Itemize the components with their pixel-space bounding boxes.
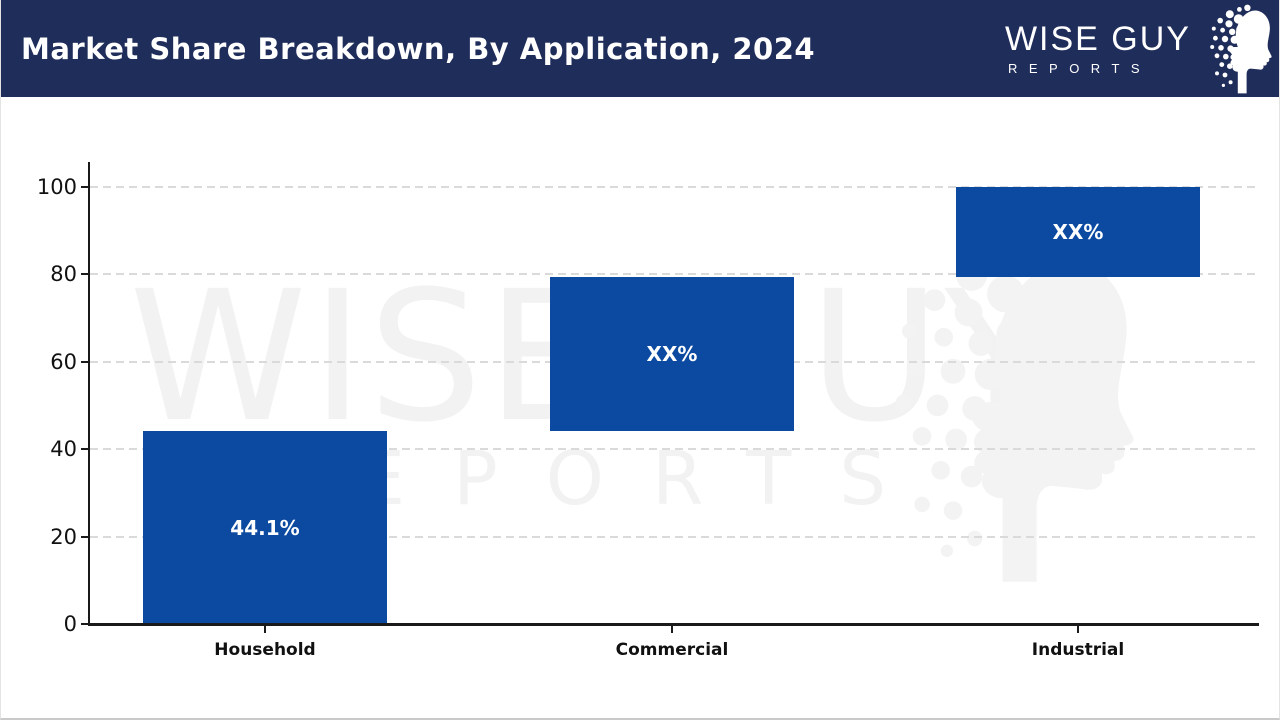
y-tick-mark-100 [81, 186, 89, 188]
y-tick-label-60: 60 [50, 349, 77, 374]
x-tick-label-household: Household [214, 640, 316, 660]
page-title: Market Share Breakdown, By Application, … [21, 31, 816, 66]
gridline-80 [90, 273, 1259, 276]
y-tick-mark-20 [81, 535, 89, 538]
watermark-head-icon [895, 238, 1134, 582]
bar-commercial [550, 277, 794, 432]
bar-value-label-commercial: XX% [646, 342, 698, 367]
y-tick-mark-0 [81, 623, 89, 625]
y-tick-mark-80 [81, 273, 89, 276]
bar-value-label-industrial: XX% [1052, 220, 1104, 244]
bar-industrial [956, 187, 1200, 278]
x-tick-label-industrial: Industrial [1031, 640, 1125, 660]
x-tick-label-commercial: Commercial [615, 640, 729, 660]
bar-household [143, 431, 387, 624]
x-tick-mark-commercial [671, 626, 673, 633]
y-tick-label-0: 0 [63, 612, 77, 636]
gridline-40 [90, 448, 1259, 451]
logo-wiseguy-label: WISE GUY [1004, 20, 1191, 58]
y-tick-mark-60 [81, 360, 89, 363]
y-tick-mark-40 [81, 448, 89, 451]
x-tick-mark-household [264, 626, 266, 633]
header-bar: Market Share Breakdown, By Application, … [1, 0, 1279, 97]
y-tick-label-80: 80 [50, 262, 77, 287]
x-tick-mark-industrial [1077, 626, 1079, 633]
logo-reports-label: REPORTS [1007, 61, 1152, 76]
y-axis-line [88, 162, 90, 625]
x-axis-line [88, 623, 1259, 626]
logo-head-icon [1210, 4, 1272, 93]
gridline-20 [90, 535, 1259, 538]
gridline-100 [90, 186, 1259, 188]
wise-guy-reports-logo: WISE GUY REPORTS [1005, 3, 1273, 95]
logo-text: WISE GUY REPORTS [1005, 22, 1191, 75]
y-tick-label-40: 40 [50, 437, 77, 462]
y-tick-label-100: 100 [36, 175, 77, 199]
y-tick-label-20: 20 [50, 524, 77, 549]
bar-value-label-household: 44.1% [230, 515, 300, 540]
